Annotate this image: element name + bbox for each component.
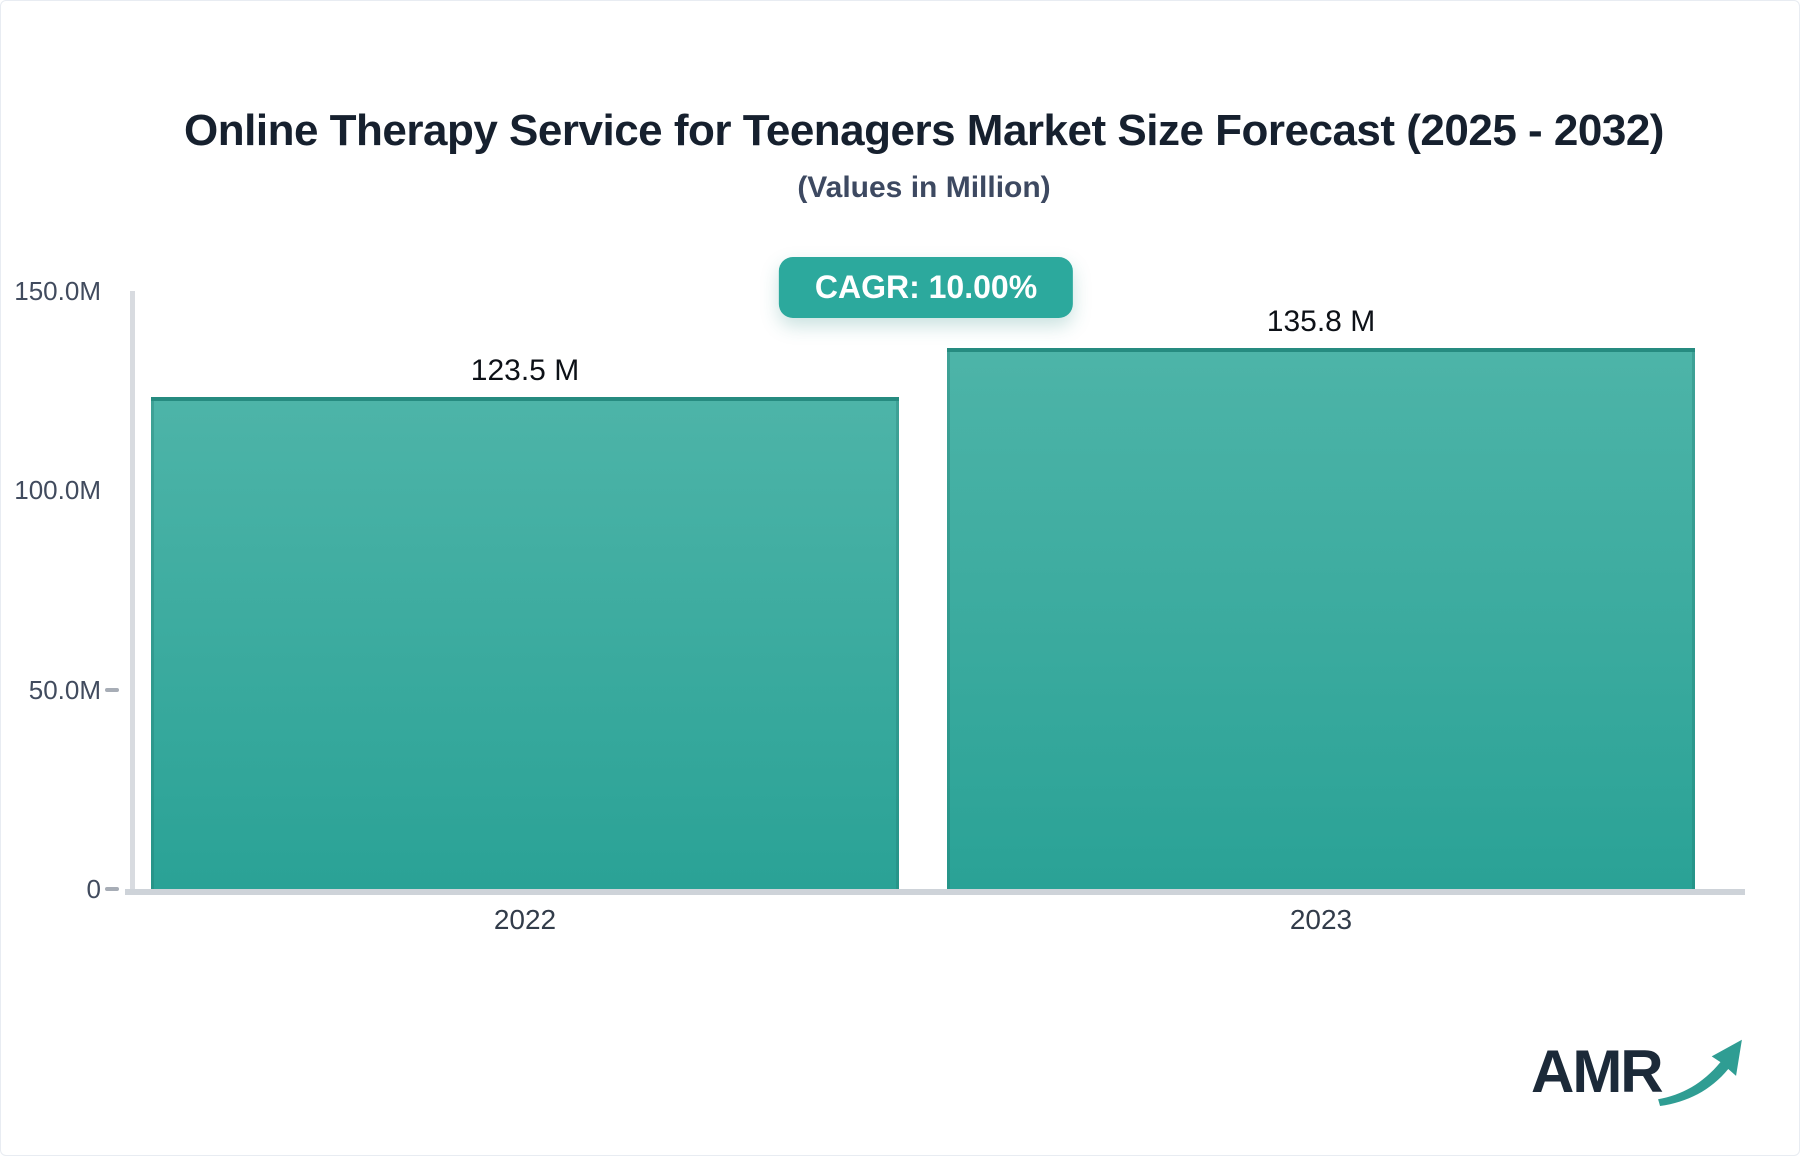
x-axis-baseline bbox=[125, 889, 1745, 895]
bar-2023 bbox=[947, 347, 1695, 889]
y-axis-tick-dash bbox=[105, 687, 119, 692]
bar-2022 bbox=[151, 396, 899, 889]
y-axis-tick-label: 50.0M bbox=[28, 674, 101, 705]
y-axis-line bbox=[130, 291, 135, 889]
bar-value-label: 123.5 M bbox=[470, 353, 580, 387]
amr-logo-text: AMR bbox=[1531, 1038, 1664, 1105]
cagr-badge: CAGR: 10.00% bbox=[778, 257, 1074, 318]
bar-value-label: 135.8 M bbox=[1266, 304, 1376, 338]
trend-up-arrow-icon bbox=[1657, 1039, 1742, 1107]
x-axis-label: 2023 bbox=[1289, 904, 1353, 935]
chart-title: Online Therapy Service for Teenagers Mar… bbox=[184, 106, 1664, 155]
y-axis-tick-dash bbox=[105, 887, 119, 891]
chart-subtitle: (Values in Million) bbox=[797, 171, 1051, 204]
y-axis-tick-label: 0 bbox=[86, 874, 101, 904]
x-axis-label: 2022 bbox=[493, 904, 557, 935]
y-axis-tick-label: 100.0M bbox=[14, 475, 101, 506]
amr-logo: AMR bbox=[1531, 1037, 1744, 1107]
y-axis-tick-label: 150.0M bbox=[14, 276, 101, 306]
